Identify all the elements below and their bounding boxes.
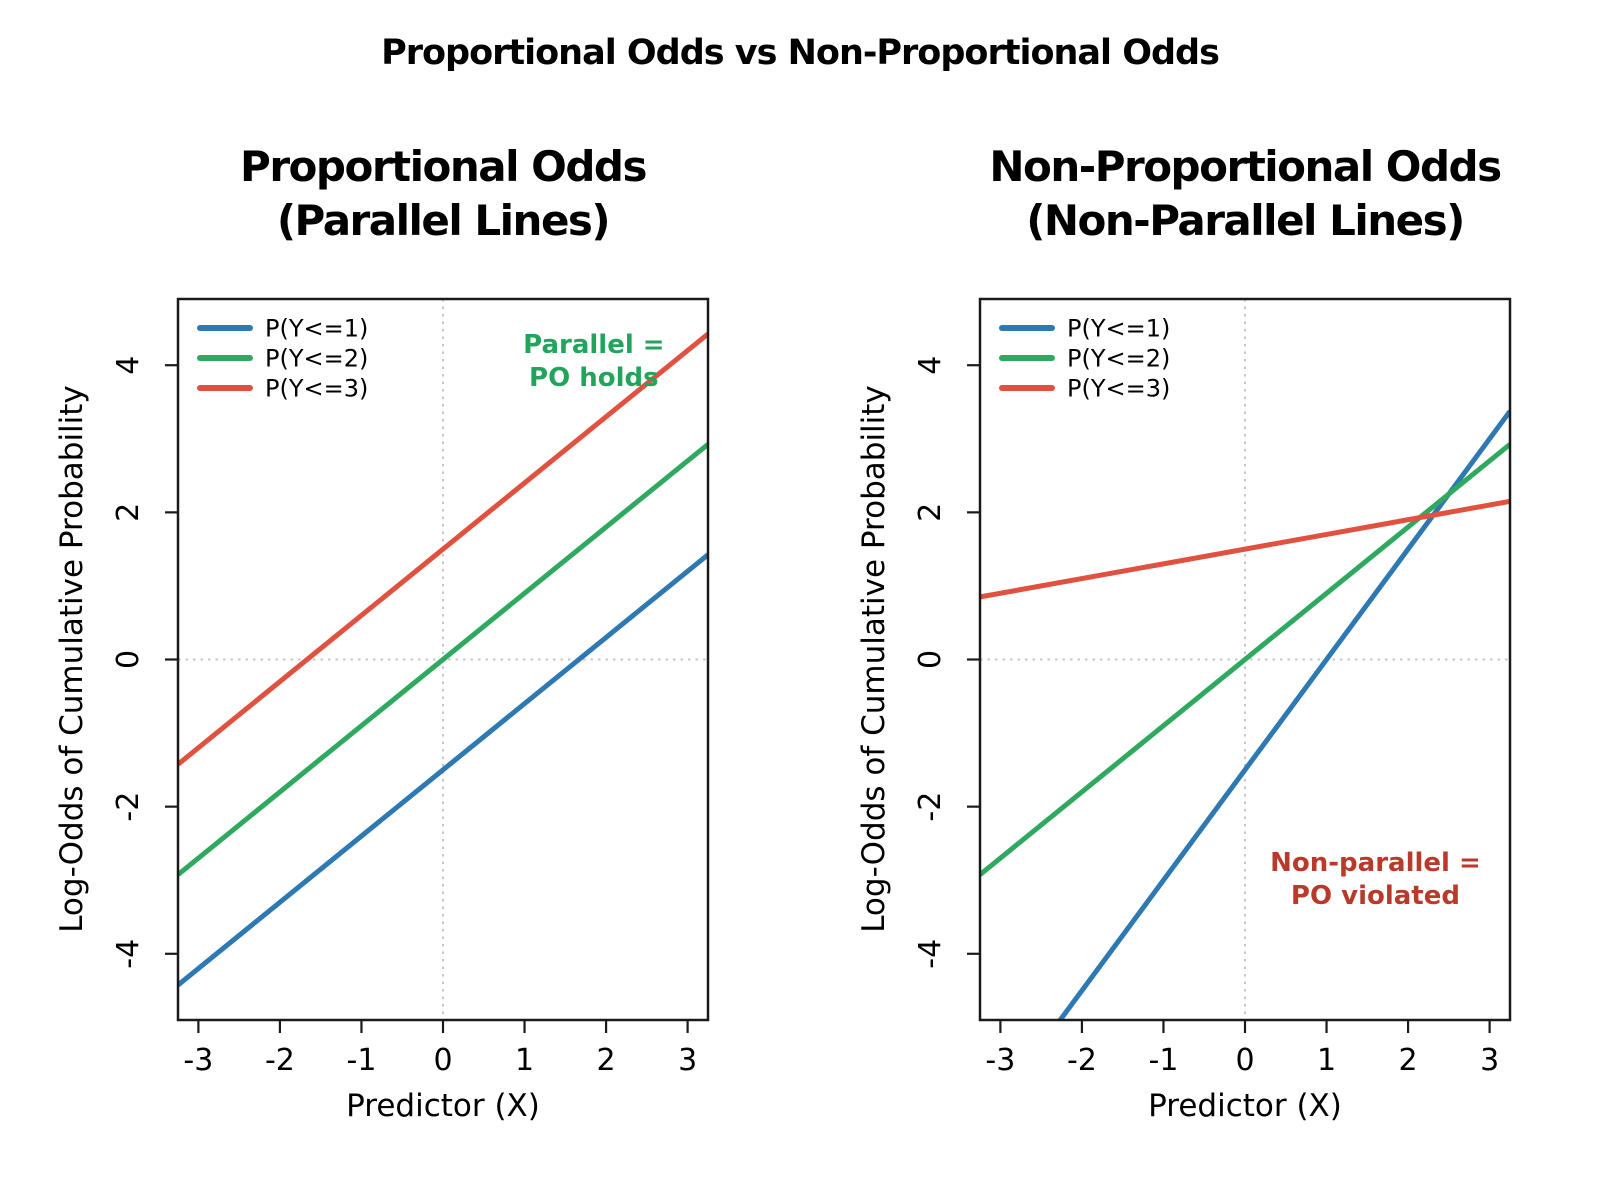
- x-tick-label: -3: [183, 1043, 213, 1078]
- left-panel-title: Proportional Odds (Parallel Lines): [240, 140, 647, 248]
- left-panel-title-line2: (Parallel Lines): [276, 196, 611, 245]
- non-parallel-po-violated-annotation: Non-parallel = PO violated: [1270, 847, 1481, 913]
- y-tick-label: -4: [111, 939, 146, 969]
- x-tick-label: 1: [515, 1043, 534, 1078]
- annotation-line: Parallel =: [523, 329, 665, 360]
- parallel-po-holds-annotation: Parallel = PO holds: [523, 329, 664, 395]
- annotation-line: Non-parallel =: [1270, 848, 1481, 879]
- series-line-P(Y<=1): [1057, 409, 1510, 1020]
- series-line-P(Y<=2): [178, 442, 708, 877]
- x-tick-label: 2: [597, 1043, 616, 1078]
- right-panel-title-line2: (Non-Parallel Lines): [1026, 196, 1465, 245]
- legend-label: P(Y<=3): [265, 375, 368, 403]
- legend-label: P(Y<=3): [1067, 375, 1170, 403]
- left-x-axis-label: Predictor (X): [346, 1088, 540, 1124]
- x-tick-label: -1: [347, 1043, 377, 1078]
- y-tick-label: 0: [111, 650, 146, 669]
- annotation-line: PO violated: [1290, 881, 1460, 912]
- figure-title: Proportional Odds vs Non-Proportional Od…: [381, 33, 1220, 73]
- y-tick-label: 2: [913, 503, 948, 522]
- y-tick-label: -2: [913, 792, 948, 822]
- right-panel-title-line1: Non-Proportional Odds: [989, 142, 1502, 191]
- y-tick-label: 0: [913, 650, 948, 669]
- series-line-P(Y<=3): [980, 498, 1510, 600]
- x-tick-label: 1: [1317, 1043, 1336, 1078]
- legend-label: P(Y<=2): [265, 345, 368, 373]
- x-tick-label: 3: [1480, 1043, 1499, 1078]
- x-tick-label: 0: [1235, 1043, 1254, 1078]
- series-line-P(Y<=3): [178, 332, 708, 767]
- x-tick-label: 2: [1399, 1043, 1418, 1078]
- x-tick-label: -2: [1067, 1043, 1097, 1078]
- x-tick-label: -1: [1149, 1043, 1179, 1078]
- legend-label: P(Y<=1): [1067, 315, 1170, 343]
- y-tick-label: -4: [913, 939, 948, 969]
- right-x-axis-label: Predictor (X): [1148, 1088, 1342, 1124]
- x-tick-label: 3: [678, 1043, 697, 1078]
- y-tick-label: 2: [111, 503, 146, 522]
- y-tick-label: 4: [111, 356, 146, 375]
- y-tick-label: 4: [913, 356, 948, 375]
- legend-label: P(Y<=1): [265, 315, 368, 343]
- series-line-P(Y<=1): [178, 552, 708, 987]
- x-tick-label: -2: [265, 1043, 295, 1078]
- right-panel-title: Non-Proportional Odds (Non-Parallel Line…: [989, 140, 1502, 248]
- y-tick-label: -2: [111, 792, 146, 822]
- annotation-line: PO holds: [529, 362, 659, 393]
- x-tick-label: 0: [433, 1043, 452, 1078]
- left-y-axis-label: Log-Odds of Cumulative Probability: [54, 385, 90, 933]
- left-panel-title-line1: Proportional Odds: [240, 142, 647, 191]
- right-y-axis-label: Log-Odds of Cumulative Probability: [856, 385, 892, 933]
- x-tick-label: -3: [985, 1043, 1015, 1078]
- legend-label: P(Y<=2): [1067, 345, 1170, 373]
